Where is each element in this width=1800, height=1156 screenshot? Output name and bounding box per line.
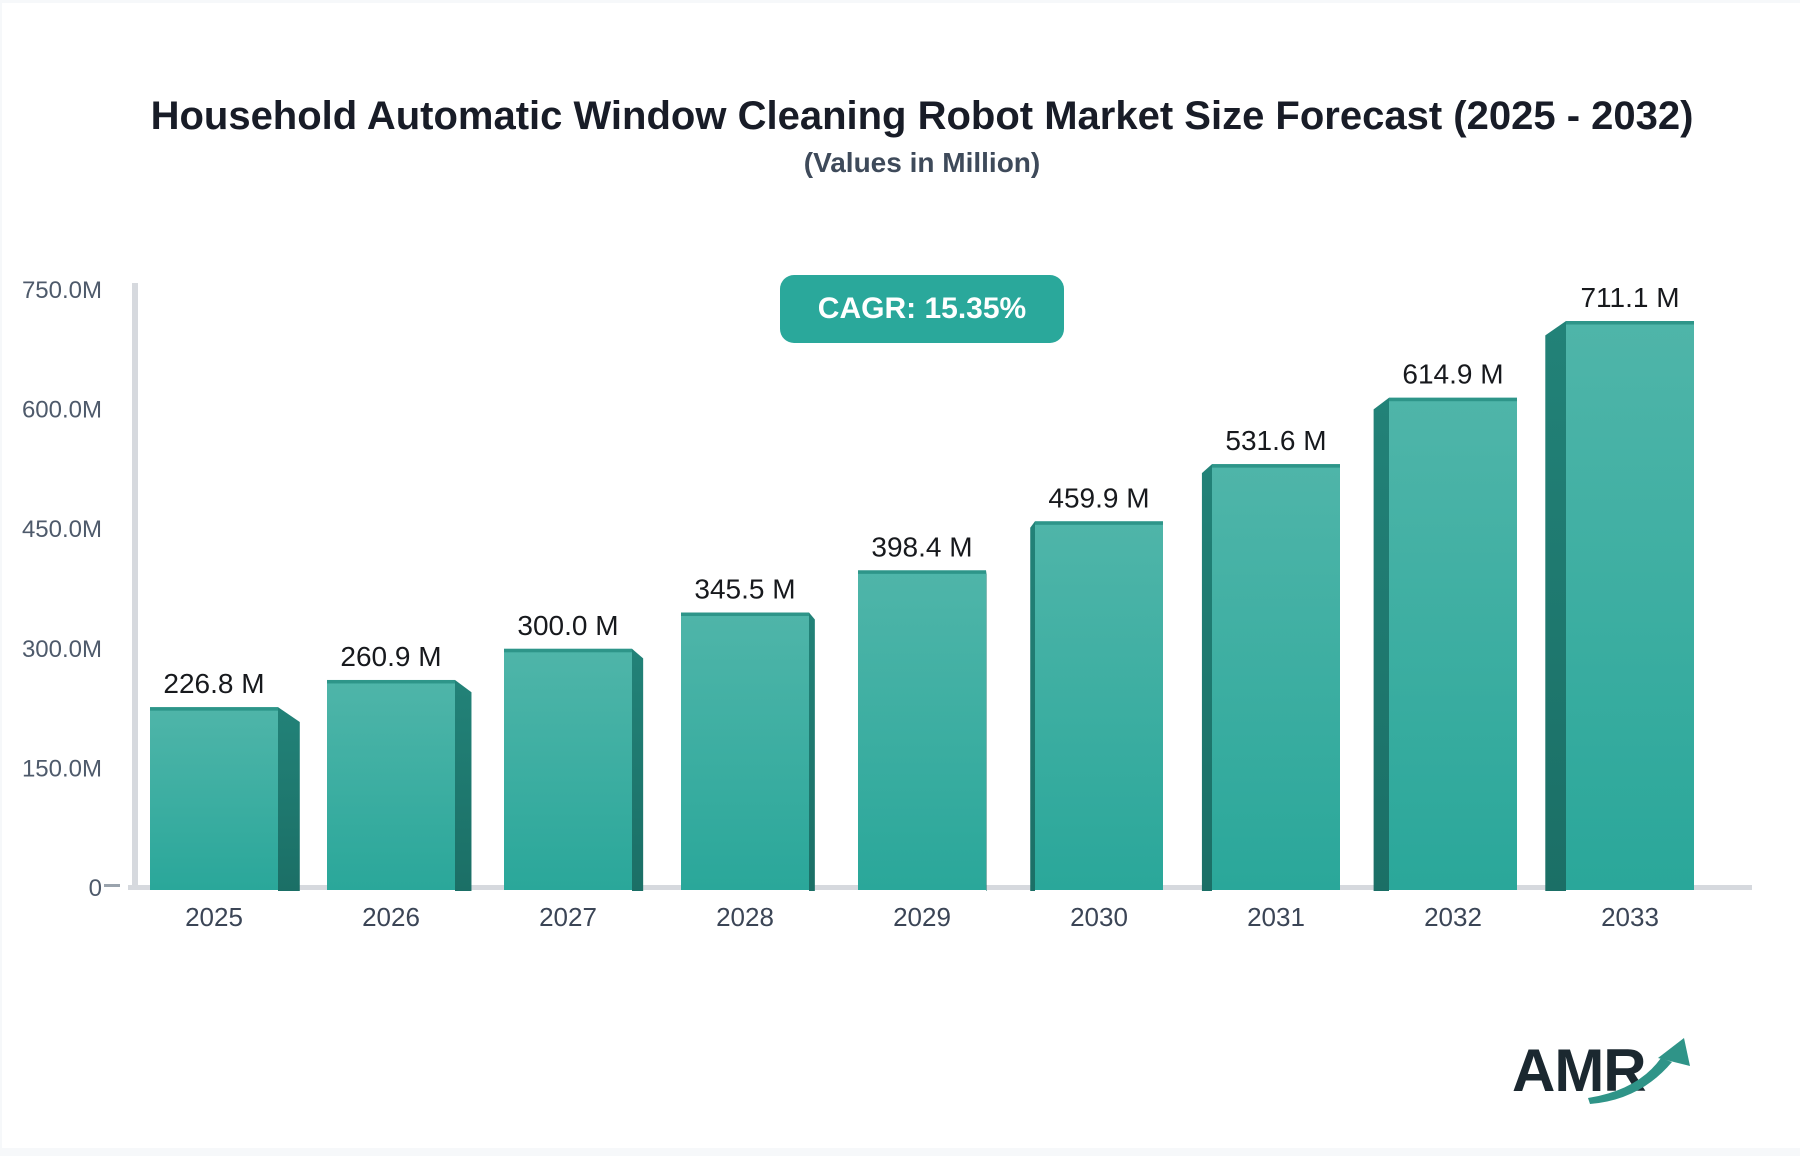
bar-value-label: 459.9 M <box>1048 482 1149 513</box>
bar-2028[interactable] <box>681 612 809 890</box>
growth-arrow-icon <box>1588 1038 1690 1104</box>
bar-value-label: 614.9 M <box>1402 359 1503 390</box>
bar-side-face-2030 <box>1030 521 1035 891</box>
bar-side-face-2027 <box>632 648 644 891</box>
bar-value-label: 711.1 M <box>1580 282 1679 313</box>
bar-value-label: 226.8 M <box>163 668 264 699</box>
bar-value-label: 345.5 M <box>694 574 795 605</box>
x-axis-label: 2026 <box>362 902 420 932</box>
y-axis-tick-label: 750.0M <box>22 277 102 304</box>
bar-top-edge-2025 <box>150 707 278 711</box>
y-axis-tick-label: 150.0M <box>22 755 102 782</box>
bar-top-edge-2026 <box>327 679 455 684</box>
bar-side-face-2026 <box>455 679 472 891</box>
bar-2029[interactable] <box>858 570 986 890</box>
bar-top-edge-2033 <box>1566 321 1694 325</box>
x-axis-label: 2029 <box>893 902 951 932</box>
bar-value-label: 260.9 M <box>340 641 441 672</box>
bar-side-face-2025 <box>278 707 300 891</box>
bar-value-label: 300.0 M <box>517 610 618 641</box>
bar-side-face-2033 <box>1545 321 1566 892</box>
x-axis-label: 2031 <box>1247 902 1305 932</box>
bar-side-face-2032 <box>1373 397 1389 891</box>
bar-side-face-2029 <box>986 570 987 891</box>
x-axis-label: 2033 <box>1601 902 1659 932</box>
x-axis-label: 2030 <box>1070 902 1128 932</box>
bar-2033[interactable] <box>1566 321 1694 891</box>
bar-2030[interactable] <box>1035 521 1163 890</box>
bar-top-edge-2027 <box>504 648 632 653</box>
y-axis-zero-tick <box>104 884 120 887</box>
bar-side-face-2028 <box>809 612 815 891</box>
bar-side-face-2031 <box>1201 464 1212 891</box>
bar-2031[interactable] <box>1212 464 1340 890</box>
x-axis-label: 2032 <box>1424 902 1482 932</box>
bar-top-edge-2031 <box>1212 464 1340 468</box>
y-axis-line <box>132 283 138 890</box>
cagr-badge: CAGR: 15.35% <box>779 275 1065 343</box>
bar-2026[interactable] <box>327 679 455 890</box>
chart-title: Household Automatic Window Cleaning Robo… <box>150 94 1694 138</box>
x-axis-label: 2028 <box>716 902 774 932</box>
bar-top-edge-2028 <box>681 612 809 617</box>
bar-2025[interactable] <box>150 707 278 890</box>
chart-header: Household Automatic Window Cleaning Robo… <box>44 92 1800 343</box>
y-axis-tick-label: 300.0M <box>22 636 102 663</box>
x-axis-label: 2025 <box>185 902 243 932</box>
bar-top-edge-2032 <box>1389 397 1517 402</box>
bar-top-edge-2030 <box>1035 521 1163 525</box>
chart-subtitle: (Values in Million) <box>803 147 1041 178</box>
bar-2027[interactable] <box>504 648 632 890</box>
bar-2032[interactable] <box>1389 397 1517 890</box>
y-axis-tick-label: 0 <box>89 875 102 902</box>
y-axis-tick-label: 600.0M <box>22 397 102 424</box>
amr-logo: AMR <box>1512 1028 1732 1118</box>
bar-value-label: 531.6 M <box>1225 425 1326 456</box>
y-axis-tick-label: 450.0M <box>22 516 102 543</box>
bar-value-label: 398.4 M <box>871 531 972 562</box>
bar-top-edge-2029 <box>858 570 986 574</box>
x-axis-label: 2027 <box>539 902 597 932</box>
